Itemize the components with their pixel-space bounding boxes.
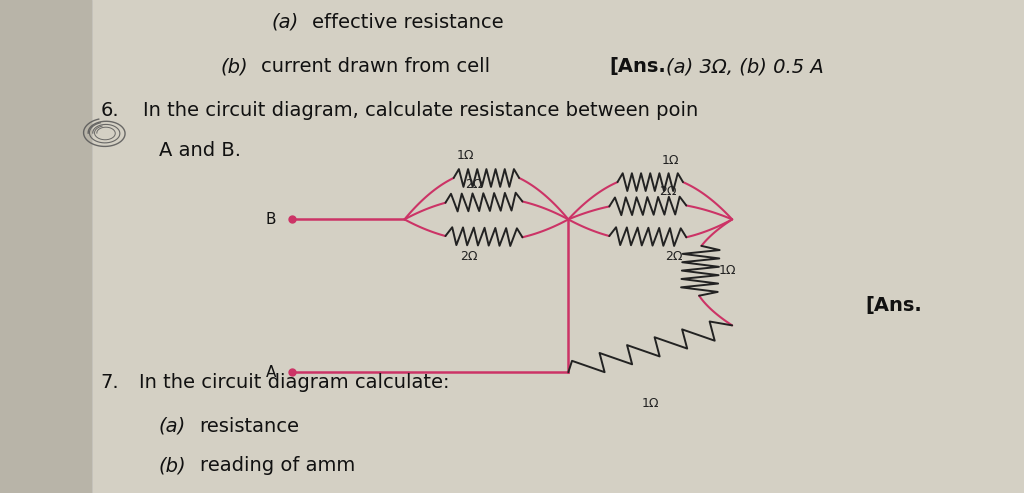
Text: 7.: 7. <box>100 373 119 391</box>
Text: B: B <box>266 212 276 227</box>
Text: [Ans.: [Ans. <box>609 57 666 76</box>
Text: 1Ω: 1Ω <box>641 397 659 410</box>
Text: 1Ω: 1Ω <box>718 264 736 277</box>
Text: (b): (b) <box>220 57 248 76</box>
Text: 2Ω: 2Ω <box>665 250 682 263</box>
Text: (b): (b) <box>159 457 186 475</box>
Text: 2Ω: 2Ω <box>659 185 677 198</box>
Text: effective resistance: effective resistance <box>312 13 504 32</box>
Text: 1Ω: 1Ω <box>662 154 680 167</box>
FancyBboxPatch shape <box>92 0 1024 493</box>
Text: (a): (a) <box>159 417 186 436</box>
Text: 2Ω: 2Ω <box>460 250 477 263</box>
Text: 1Ω: 1Ω <box>457 149 475 162</box>
Text: 2Ω: 2Ω <box>465 178 482 191</box>
Text: A: A <box>266 365 276 380</box>
Text: (a) 3Ω, (b) 0.5 A: (a) 3Ω, (b) 0.5 A <box>666 57 823 76</box>
Text: reading of amm: reading of amm <box>200 457 355 475</box>
Text: current drawn from cell: current drawn from cell <box>261 57 490 76</box>
Text: 6.: 6. <box>100 102 119 120</box>
Text: In the circuit diagram calculate:: In the circuit diagram calculate: <box>139 373 450 391</box>
Text: In the circuit diagram, calculate resistance between poin: In the circuit diagram, calculate resist… <box>143 102 698 120</box>
Text: (a): (a) <box>271 13 299 32</box>
Text: [Ans.: [Ans. <box>865 296 922 315</box>
Text: A and B.: A and B. <box>159 141 241 160</box>
Text: resistance: resistance <box>200 417 300 436</box>
